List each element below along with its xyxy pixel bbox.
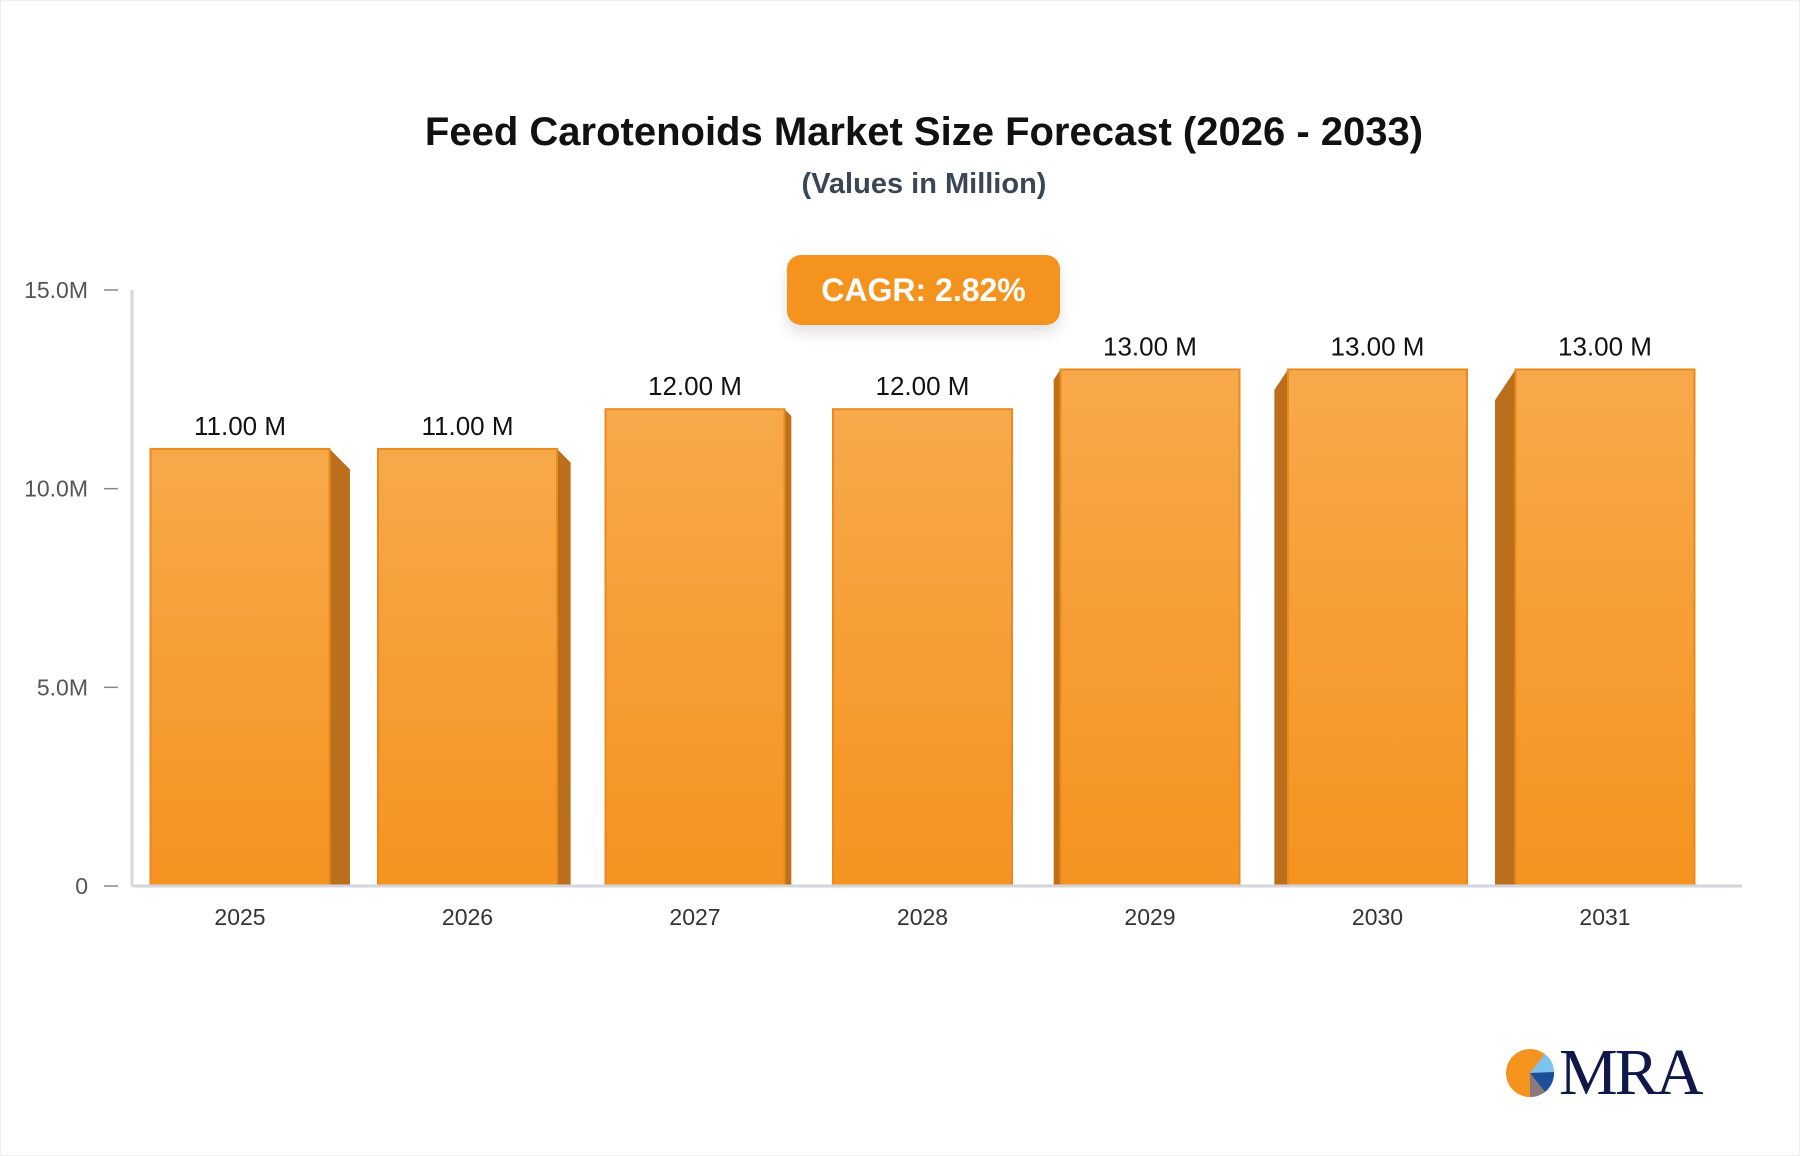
chart-title: Feed Carotenoids Market Size Forecast (2… [424,110,1424,154]
mra-logo: MRA [1505,1036,1703,1109]
bar-group: 13.00 M [1053,331,1241,887]
x-tick-label: 2028 [897,904,948,930]
x-tick-label: 2027 [669,904,720,930]
logo-text: MRA [1559,1036,1703,1109]
bar-group: 11.00 M [377,411,571,887]
x-tick-label: 2030 [1352,904,1403,930]
bar-side [329,448,350,886]
bar-side [1274,369,1288,886]
bar-group: 11.00 M [149,411,350,887]
x-tick-label: 2025 [214,904,265,930]
bar-group: 13.00 M [1495,331,1696,887]
bar [1514,368,1696,887]
data-label: 13.00 M [1558,331,1652,361]
bar [604,408,786,887]
bar-group: 12.00 M [604,371,792,887]
bar [149,447,331,887]
data-label: 12.00 M [648,371,742,401]
bar [1287,368,1468,887]
y-tick-label: 5.0M [37,674,88,700]
data-label: 13.00 M [1331,331,1425,361]
y-tick-label: 0 [75,873,88,899]
bar [832,408,1013,887]
y-tick-label: 15.0M [24,277,88,303]
x-tick-label: 2029 [1124,904,1175,930]
x-tick-label: 2031 [1579,904,1630,930]
data-label: 11.00 M [421,411,513,441]
bar-side [784,409,792,886]
x-tick-label: 2026 [442,904,493,930]
bar-side [1495,369,1516,886]
bar-group: 12.00 M [832,371,1013,887]
data-label: 13.00 M [1103,331,1197,361]
cagr-badge: CAGR: 2.82% [787,255,1060,325]
pie-logo-icon [1506,1049,1555,1098]
data-label: 11.00 M [194,411,286,441]
bar-side [557,448,571,886]
data-label: 12.00 M [876,371,970,401]
bar [377,447,558,887]
bar [1059,368,1241,887]
chart-subtitle: (Values in Million) [801,168,1047,200]
bar-group: 13.00 M [1274,331,1468,887]
y-tick-label: 10.0M [24,476,88,502]
bar-side [1053,369,1061,886]
